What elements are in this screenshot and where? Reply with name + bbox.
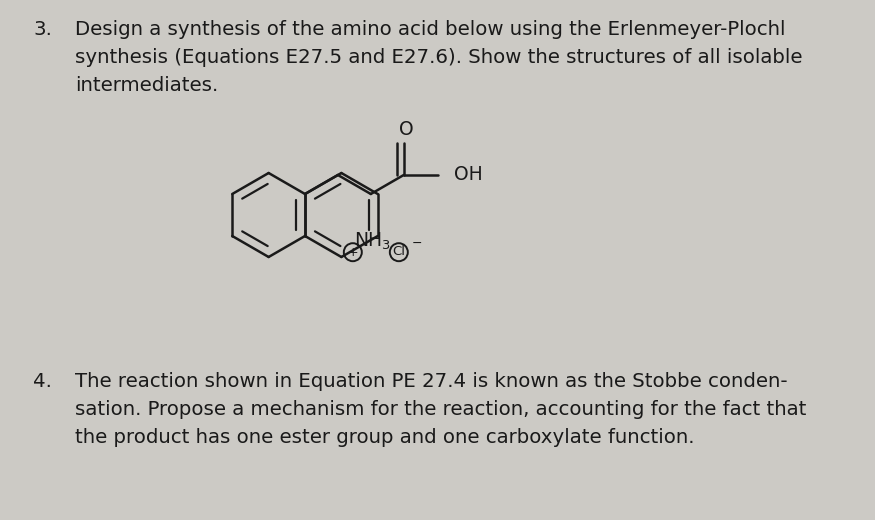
Text: 4.: 4. bbox=[33, 372, 52, 391]
Text: the product has one ester group and one carboxylate function.: the product has one ester group and one … bbox=[75, 428, 695, 447]
Text: intermediates.: intermediates. bbox=[75, 76, 218, 95]
Text: NH$_3$: NH$_3$ bbox=[354, 231, 391, 253]
Text: −: − bbox=[412, 237, 423, 250]
Text: Design a synthesis of the amino acid below using the Erlenmeyer-Plochl: Design a synthesis of the amino acid bel… bbox=[75, 20, 786, 39]
Text: OH: OH bbox=[454, 165, 483, 185]
Text: synthesis (Equations E27.5 and E27.6). Show the structures of all isolable: synthesis (Equations E27.5 and E27.6). S… bbox=[75, 48, 802, 67]
Text: O: O bbox=[399, 120, 414, 139]
Text: +: + bbox=[347, 245, 358, 258]
Text: The reaction shown in Equation PE 27.4 is known as the Stobbe conden-: The reaction shown in Equation PE 27.4 i… bbox=[75, 372, 788, 391]
Text: sation. Propose a mechanism for the reaction, accounting for the fact that: sation. Propose a mechanism for the reac… bbox=[75, 400, 807, 419]
Text: Cl: Cl bbox=[392, 245, 405, 258]
Text: 3.: 3. bbox=[33, 20, 52, 39]
